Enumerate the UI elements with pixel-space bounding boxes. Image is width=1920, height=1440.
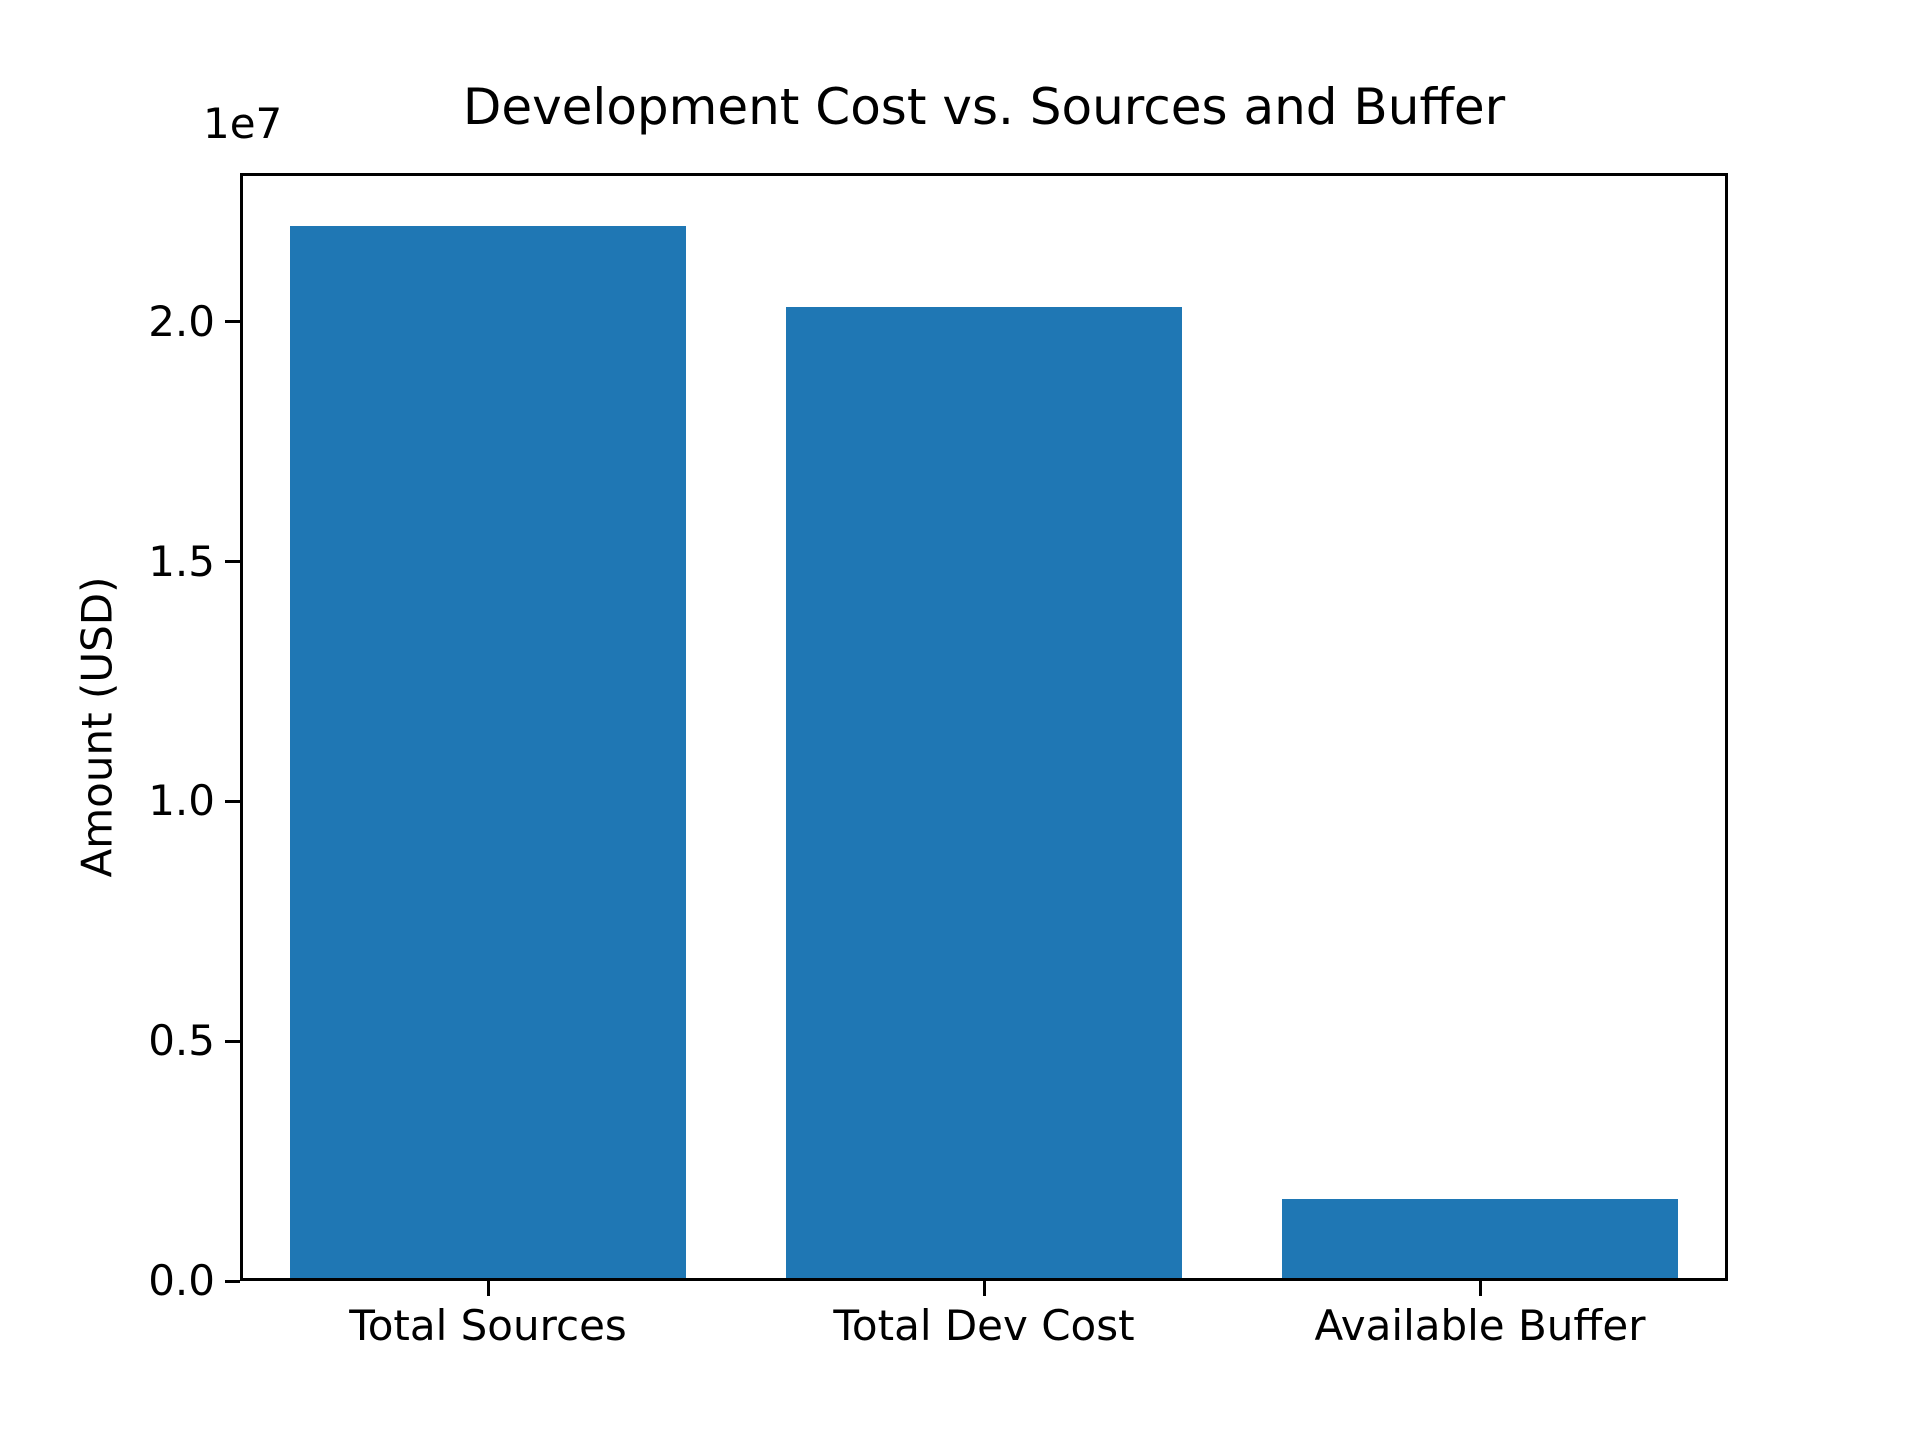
y-tick-label-0-5: 0.5 (148, 1016, 215, 1066)
chart-title: Development Cost vs. Sources and Buffer (462, 78, 1506, 136)
x-tick-label-total-dev-cost: Total Dev Cost (833, 1301, 1135, 1350)
y-tick-mark-0-5 (225, 1039, 240, 1043)
y-tick-mark-2-0 (225, 320, 240, 324)
bar-total-dev-cost (785, 307, 1183, 1278)
x-tick-mark-available-buffer (1478, 1281, 1482, 1296)
y-tick-label-1-0: 1.0 (148, 776, 215, 826)
y-tick-label-0-0: 0.0 (148, 1256, 215, 1305)
x-tick-mark-total-sources (486, 1281, 490, 1296)
x-tick-label-total-sources: Total Sources (349, 1301, 627, 1350)
y-axis-label: Amount (USD) (72, 576, 122, 878)
x-tick-label-available-buffer: Available Buffer (1314, 1301, 1646, 1350)
y-tick-label-2-0: 2.0 (148, 296, 215, 346)
y-axis-offset-text: 1e7 (203, 99, 283, 148)
bar-available-buffer (1281, 1199, 1679, 1278)
y-tick-label-1-5: 1.5 (148, 536, 215, 586)
x-tick-mark-total-dev-cost (982, 1281, 986, 1296)
y-tick-mark-1-0 (225, 799, 240, 803)
y-tick-mark-0-0 (225, 1279, 240, 1283)
plot-area (240, 173, 1728, 1281)
y-tick-mark-1-5 (225, 560, 240, 564)
bar-total-sources (289, 225, 687, 1278)
